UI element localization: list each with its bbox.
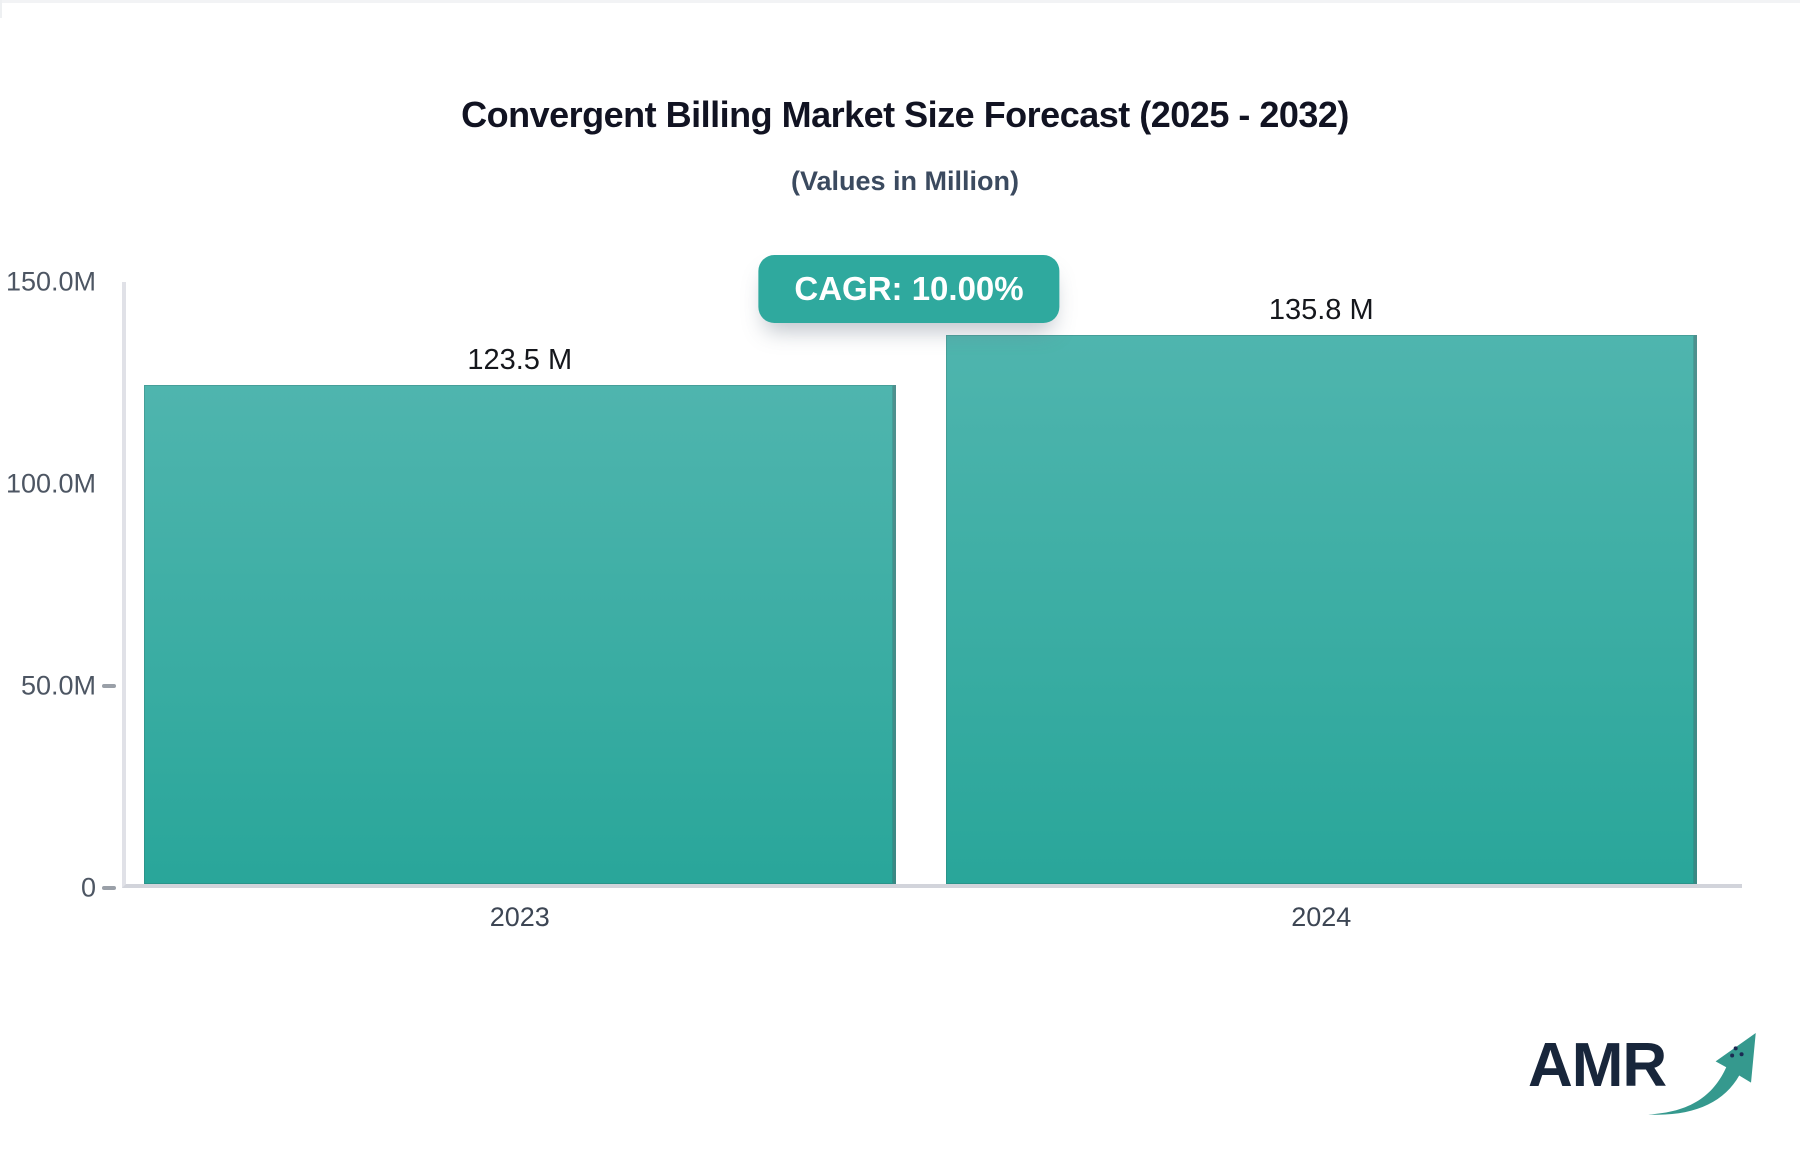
amr-logo: AMR [1528,1028,1758,1118]
bar-value-label: 135.8 M [1268,294,1374,327]
chart-title: Convergent Billing Market Size Forecast … [461,94,1349,135]
bar-slot-2024: 135.8 M 2024 [945,278,1697,932]
y-tick-label: 100.0M [5,468,96,499]
y-tick-label: 150.0M [5,266,96,297]
y-axis: 0 50.0M 100.0M 150.0M [0,267,122,903]
x-axis-label-2023: 2023 [489,902,550,932]
x-axis-label-2024: 2024 [1291,902,1352,932]
bar-2024 [945,335,1697,884]
bar-value-label: 123.5 M [467,344,573,377]
y-tick-mark [102,684,116,688]
y-tick-mark [102,886,116,890]
cagr-badge: CAGR: 10.00% [758,255,1060,323]
amr-logo-text: AMR [1528,1031,1667,1100]
plot-area: 123.5 M 2023 135.8 M 2024 [122,282,1742,932]
y-tick-label: 50.0M [20,670,96,701]
chart-subtitle: (Values in Million) [790,166,1020,196]
card-top-edge [0,0,1800,3]
bar-2023 [144,385,896,884]
y-tick-label: 0 [80,872,96,903]
growth-arrow-icon [1648,1033,1756,1115]
bar-slot-2023: 123.5 M 2023 [144,278,896,932]
card-left-edge [0,0,2,18]
